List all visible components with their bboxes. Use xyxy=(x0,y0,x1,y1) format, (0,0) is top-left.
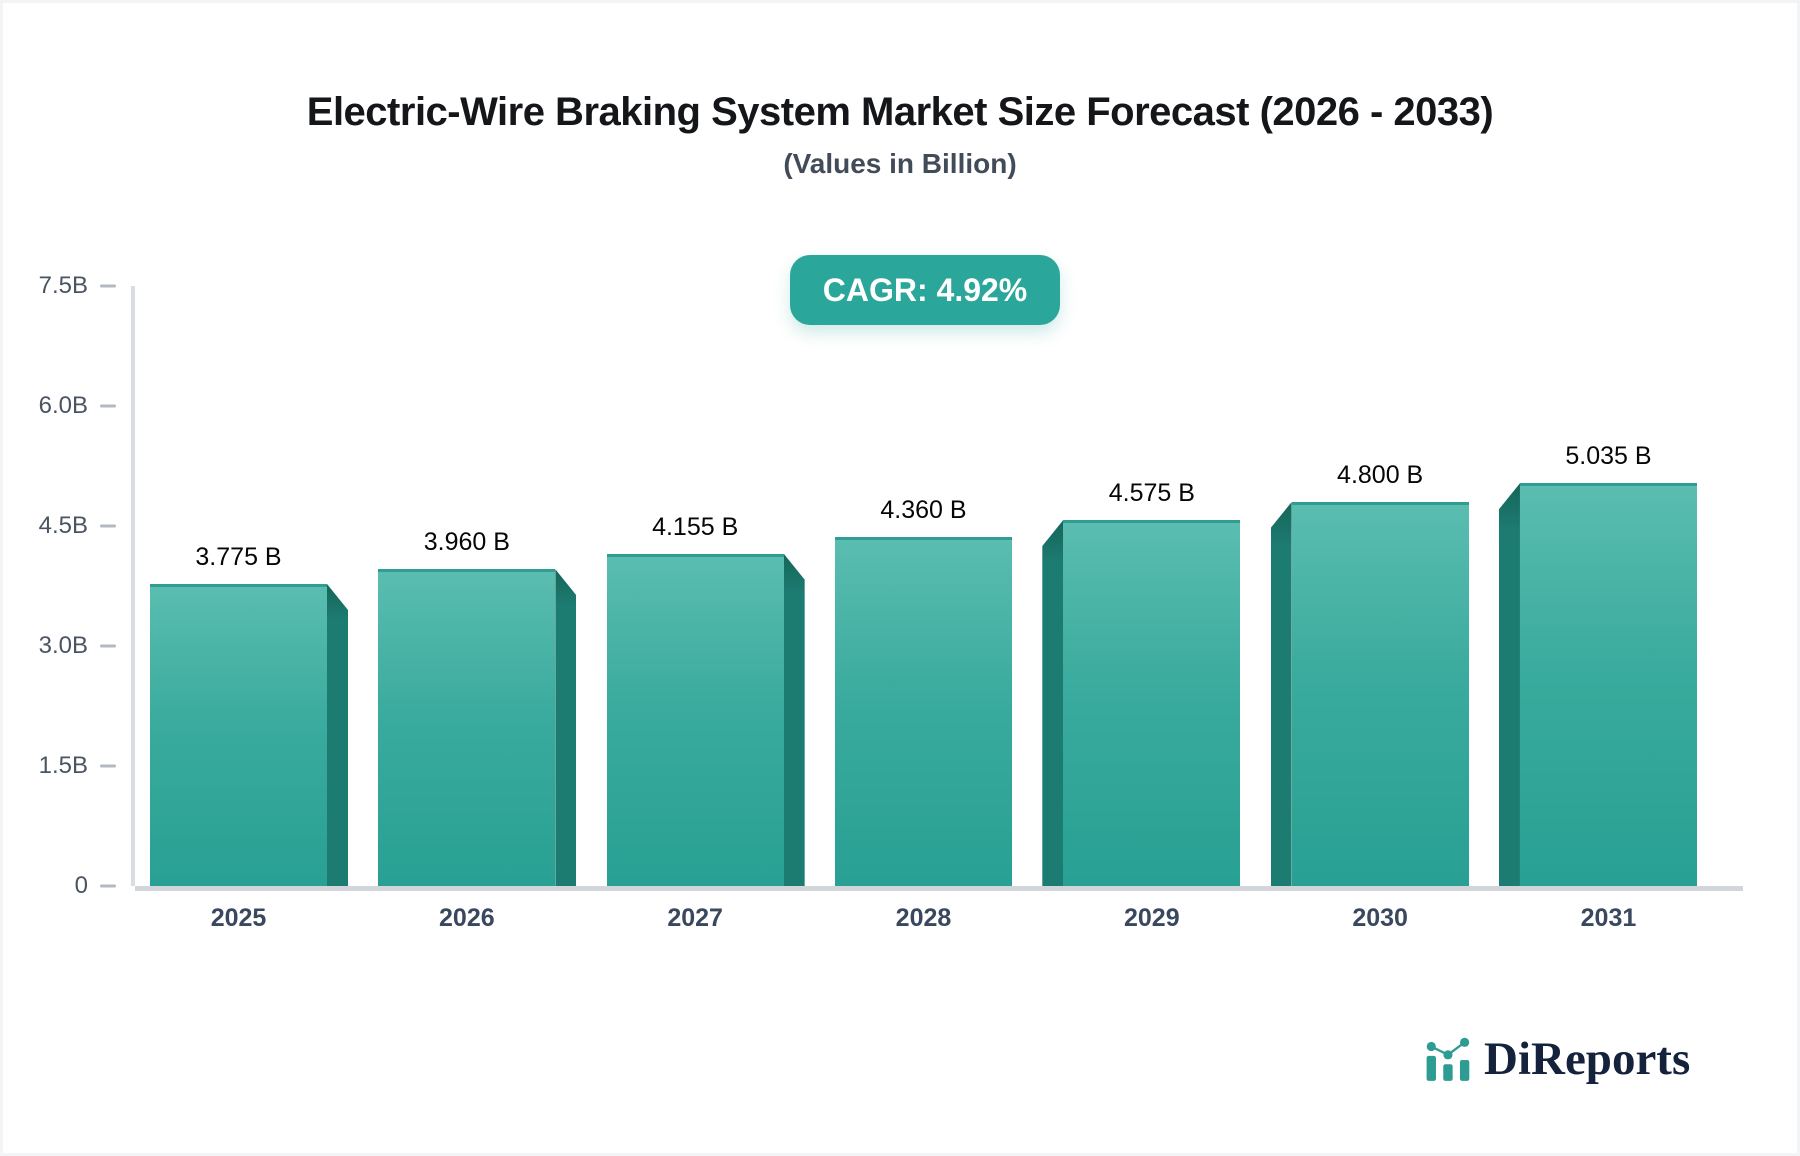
x-axis-category-label: 2025 xyxy=(210,904,267,932)
bar-slot: 5.035 B 2031 xyxy=(1498,286,1697,932)
bar-chart-trend-icon xyxy=(1426,1037,1470,1081)
plot-area: 0 1.5B 3.0B 4.5B 6.0B 7.5B 3.775 B 2025 3.960 B 2… xyxy=(39,272,1743,932)
bar-side-face xyxy=(783,553,805,886)
bar-slot: 3.960 B 2026 xyxy=(378,286,577,932)
page-subtitle: (Values in Billion) xyxy=(783,148,1017,179)
bar-face xyxy=(606,553,784,886)
y-axis-line xyxy=(131,286,135,886)
y-tick-mark xyxy=(100,404,116,408)
x-axis-baseline xyxy=(135,886,1743,891)
y-tick-label: 6.0B xyxy=(38,392,88,419)
bar-slot: 4.360 B 2028 xyxy=(834,286,1012,932)
x-axis-category-label: 2029 xyxy=(1124,904,1180,932)
brand-logo: DiReports xyxy=(1424,1034,1690,1084)
y-tick-label: 7.5B xyxy=(38,272,88,299)
bar-value-label: 4.155 B xyxy=(652,512,739,541)
bar-face xyxy=(1291,502,1469,886)
y-tick-mark xyxy=(100,284,116,288)
bar-value-label: 3.960 B xyxy=(423,528,510,557)
bar-face xyxy=(378,569,556,886)
bar-face xyxy=(150,584,327,886)
x-axis-category-label: 2031 xyxy=(1580,904,1637,932)
bar-value-label: 4.800 B xyxy=(1337,461,1424,489)
bar-slot: 3.775 B 2025 xyxy=(150,286,348,932)
cagr-badge: CAGR: 4.92% xyxy=(790,255,1060,325)
bar-side-face xyxy=(1042,520,1064,886)
y-tick-label: 0 xyxy=(74,872,88,899)
x-axis-category-label: 2030 xyxy=(1352,904,1408,932)
bar-side-face xyxy=(327,584,348,886)
y-tick-label: 3.0B xyxy=(38,632,88,659)
bar-slot: 4.800 B 2030 xyxy=(1270,286,1469,932)
brand-logo-text: DiReports xyxy=(1484,1032,1691,1085)
bar-slot: 4.155 B 2027 xyxy=(606,286,805,932)
x-axis-category-label: 2027 xyxy=(667,904,723,932)
bar-side-face xyxy=(555,569,577,886)
bar-side-face xyxy=(1498,483,1520,886)
bar-slot: 4.575 B 2029 xyxy=(1042,286,1241,932)
x-axis-category-label: 2026 xyxy=(439,904,495,932)
y-tick-mark xyxy=(100,764,116,768)
y-tick-mark xyxy=(100,884,116,888)
y-tick-mark xyxy=(100,644,116,648)
y-tick-label: 1.5B xyxy=(38,752,88,779)
bar-face xyxy=(1063,520,1241,886)
bar-side-face xyxy=(1270,502,1292,886)
bar-value-label: 3.775 B xyxy=(195,543,282,571)
bar-value-label: 4.575 B xyxy=(1108,479,1195,507)
bar-value-label: 5.035 B xyxy=(1565,442,1652,471)
y-tick-label: 4.5B xyxy=(38,512,88,539)
bar-face xyxy=(834,537,1012,886)
x-axis-category-label: 2028 xyxy=(895,904,952,932)
page-title: Electric-Wire Braking System Market Size… xyxy=(306,90,1494,134)
y-tick-mark xyxy=(100,524,116,528)
bar-value-label: 4.360 B xyxy=(880,496,967,525)
bar-face xyxy=(1519,483,1697,886)
